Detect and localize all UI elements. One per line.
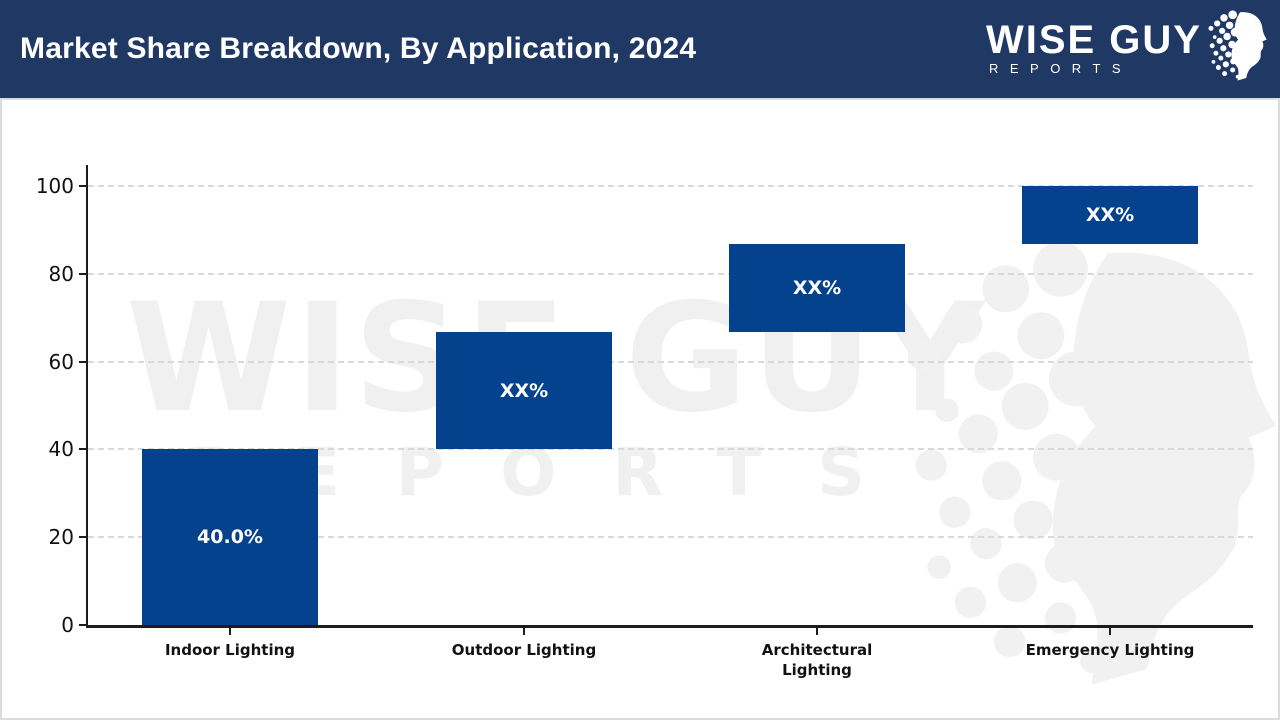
header-bar: Market Share Breakdown, By Application, … (0, 0, 1280, 98)
brand-logo: WISE GUY REPORTS (986, 8, 1268, 86)
gridline (88, 448, 1253, 451)
y-axis-tick-mark (79, 185, 87, 187)
brand-subname: REPORTS (988, 60, 1133, 76)
bar-value-label: 40.0% (197, 526, 263, 549)
x-axis-tick-mark (1109, 628, 1111, 635)
y-axis-tick-label: 100 (35, 174, 74, 198)
dotted-head-logo-icon (1208, 10, 1267, 81)
x-axis-category-label: Emergency Lighting (1025, 641, 1195, 659)
bar-value-label: XX% (792, 277, 842, 300)
x-axis-tick-mark (816, 628, 818, 635)
bar-value-label: XX% (499, 379, 549, 402)
y-axis-tick-label: 60 (48, 349, 74, 374)
x-axis-line (86, 625, 1253, 628)
gridline (88, 536, 1253, 539)
y-axis-tick-mark (79, 448, 87, 451)
gridline (88, 360, 1253, 363)
x-axis-category-label: Architectural Lighting (761, 641, 873, 679)
bar-outdoor-lighting (436, 332, 612, 450)
bar-emergency-lighting (1022, 186, 1198, 245)
y-axis-tick-label: 0 (61, 613, 74, 637)
gridline (88, 272, 1253, 275)
bar-indoor-lighting (142, 449, 318, 625)
y-axis-tick-mark (79, 272, 87, 275)
y-axis-line (86, 165, 88, 628)
y-axis-tick-mark (79, 536, 87, 539)
gridline (88, 185, 1253, 187)
x-axis-tick-mark (523, 628, 525, 635)
y-axis-tick-label: 20 (48, 525, 74, 550)
y-axis-tick-label: 40 (48, 437, 74, 462)
y-axis-tick-mark (79, 624, 87, 626)
bar-architectural-lighting (729, 244, 905, 333)
x-axis-category-label: Outdoor Lighting (451, 641, 597, 659)
x-axis-category-label: Indoor Lighting (164, 641, 296, 659)
brand-logo-text: WISE GUY REPORTS (986, 19, 1202, 76)
y-axis-tick-mark (79, 360, 87, 363)
page-title: Market Share Breakdown, By Application, … (20, 32, 697, 65)
brand-name: WISE GUY (985, 17, 1202, 62)
bar-value-label: XX% (1085, 204, 1135, 227)
x-axis-tick-mark (229, 628, 231, 635)
y-axis-tick-label: 80 (48, 261, 74, 286)
